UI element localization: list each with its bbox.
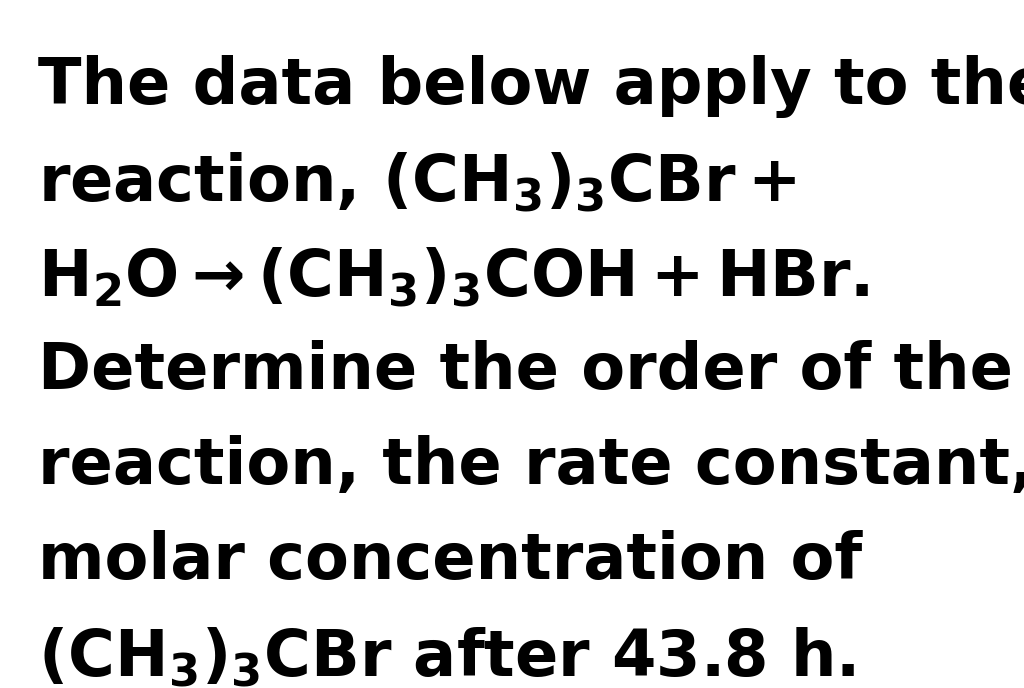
Text: $\mathbf{H_2O \rightarrow (CH_3)_3COH+HBr.}$: $\mathbf{H_2O \rightarrow (CH_3)_3COH+HB… — [38, 245, 869, 309]
Text: $\mathbf{(CH_3)_3CBr}$ after $\mathbf{43.8}$ h.: $\mathbf{(CH_3)_3CBr}$ after $\mathbf{43… — [38, 625, 855, 688]
Text: reaction, $\mathbf{(CH_3)_3CBr+}$: reaction, $\mathbf{(CH_3)_3CBr+}$ — [38, 150, 796, 214]
Text: The data below apply to the: The data below apply to the — [38, 55, 1024, 118]
Text: Determine the order of the: Determine the order of the — [38, 340, 1013, 402]
Text: reaction, the rate constant, and the: reaction, the rate constant, and the — [38, 435, 1024, 497]
Text: molar concentration of: molar concentration of — [38, 530, 862, 592]
